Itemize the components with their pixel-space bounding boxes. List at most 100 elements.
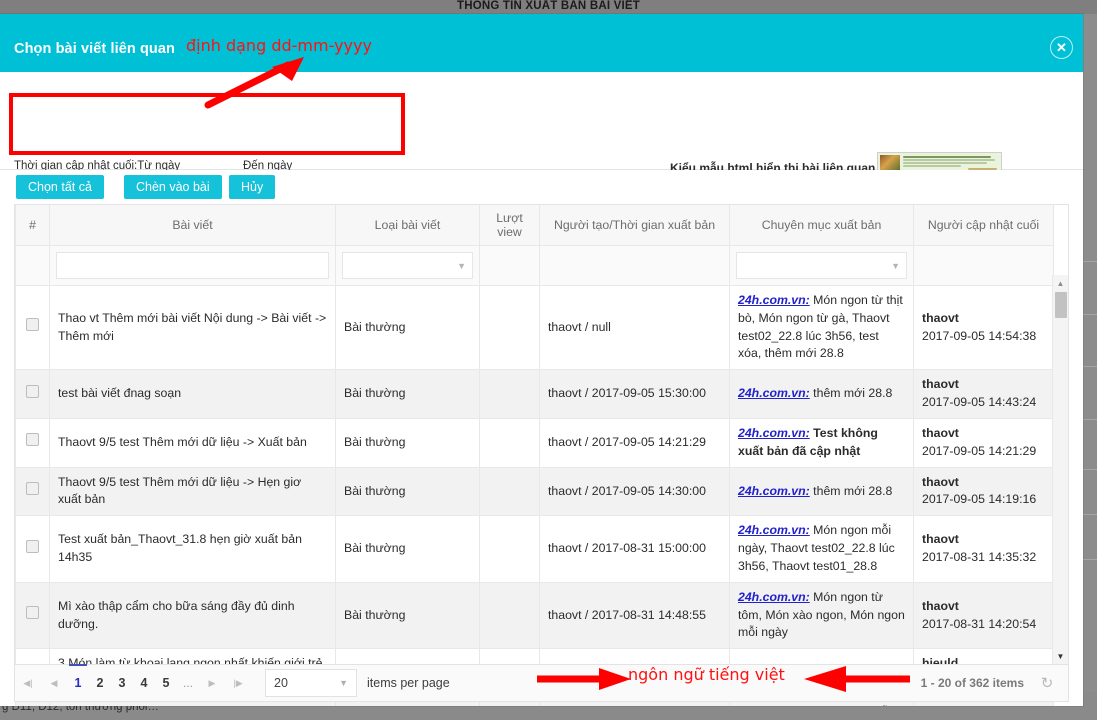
table-row[interactable]: test bài viết đnag soạn Bài thường thaovt … xyxy=(15,369,1054,419)
select-all-button[interactable]: Chọn tất cả xyxy=(16,175,104,199)
category-names: Món ngon mỗi ngày, Tin ẩm thực xyxy=(738,705,891,706)
category-names: thêm mới 28.8 xyxy=(809,386,893,401)
to-date-label: Đến ngày xyxy=(243,160,293,172)
background-right-gutter xyxy=(1083,14,1097,720)
cell-article-title: Mì xào thập cẩm cho bữa sáng đầy đủ dinh… xyxy=(49,581,336,650)
prev-page-icon[interactable]: ◀ xyxy=(50,677,58,688)
col-article-type[interactable]: Loại bài viết xyxy=(335,205,480,246)
updater-name: thaovt xyxy=(922,425,959,440)
table-row[interactable]: Thaovt 9/5 test Thêm mới dữ liệu -> Xuất… xyxy=(15,417,1054,468)
row-checkbox[interactable] xyxy=(26,482,39,496)
filter-category-select[interactable]: ▼ xyxy=(736,252,907,279)
category-site-link[interactable]: 24h.com.vn: xyxy=(738,386,810,401)
category-names: Món ngon từ thịt bò, Món ngon từ gà, Tha… xyxy=(738,293,903,361)
chevron-down-icon: ▼ xyxy=(457,260,466,271)
row-checkbox[interactable] xyxy=(26,433,39,447)
articles-table: # Bài viết Loại bài viết Lượt view Người… xyxy=(15,205,1054,706)
updated-time: 2017-08-31 14:35:32 xyxy=(922,550,1037,565)
items-per-page-label: items per page xyxy=(367,676,450,690)
first-page-icon[interactable]: ◀| xyxy=(23,677,33,688)
cell-category: 24h.com.vn: Món ngon từ tôm, Món xào ngo… xyxy=(729,581,914,650)
background-topbar xyxy=(0,0,1097,14)
page-button-4[interactable]: 4 xyxy=(140,676,148,690)
page-button-5[interactable]: 5 xyxy=(162,676,170,690)
cell-last-updater: thaovt 2017-08-31 14:20:54 xyxy=(913,581,1054,650)
col-last-updater[interactable]: Người cập nhật cuối xyxy=(913,205,1054,246)
page-button-3[interactable]: 3 xyxy=(118,676,126,690)
cell-article-type: Bài thường xyxy=(335,515,480,583)
row-checkbox[interactable] xyxy=(26,606,39,620)
row-checkbox-cell xyxy=(15,369,50,419)
row-checkbox[interactable] xyxy=(26,384,39,398)
scrollbar-thumb[interactable] xyxy=(1055,292,1067,318)
page-button-1[interactable]: 1 xyxy=(67,664,89,690)
category-site-link[interactable]: 24h.com.vn: xyxy=(738,523,810,538)
page-size-select[interactable]: 20 ▼ xyxy=(265,669,357,697)
cell-category: 24h.com.vn: Món ngon từ thịt bò, Món ngo… xyxy=(729,284,914,371)
row-checkbox-cell xyxy=(15,515,50,583)
col-publish-category[interactable]: Chuyên mục xuất bản xyxy=(729,205,914,246)
category-site-link[interactable]: 24h.com.vn: xyxy=(738,705,810,706)
cell-article-type: Bài thường xyxy=(335,369,480,419)
filter-creator-cell xyxy=(539,245,730,286)
cell-last-updater: thaovt 2017-09-05 14:54:38 xyxy=(913,284,1054,371)
cell-article-type: Bài thường xyxy=(335,417,480,468)
page-button-2[interactable]: 2 xyxy=(96,676,104,690)
cell-creator: thaovt / 2017-09-05 14:21:29 xyxy=(539,417,730,468)
next-page-icon[interactable]: ▶ xyxy=(208,677,216,688)
background-page-title: THÔNG TIN XUẤT BẢN BÀI VIẾT xyxy=(456,0,640,12)
filter-type-cell: ▼ xyxy=(335,245,480,286)
row-checkbox-cell xyxy=(15,417,50,468)
category-site-link[interactable]: 24h.com.vn: xyxy=(738,293,810,307)
table-row[interactable]: Thao vt Thêm mới bài viết Nội dung -> Bà… xyxy=(15,284,1054,371)
cell-category: 24h.com.vn: Test không xuất bản đã cập n… xyxy=(729,417,914,468)
cell-creator: thaovt / 2017-09-05 15:30:00 xyxy=(539,369,730,419)
cell-views xyxy=(479,284,540,371)
table-row[interactable]: Thaovt 9/5 test Thêm mới dữ liệu -> Hẹn … xyxy=(15,466,1054,517)
insert-into-article-button[interactable]: Chèn vào bài xyxy=(124,175,222,199)
category-names: Món ngon từ tôm, Món xào ngon, Món ngon … xyxy=(738,589,905,640)
table-filter-row: ▼ ▼ xyxy=(15,245,1054,286)
refresh-icon[interactable]: ↻ xyxy=(1040,675,1054,692)
cancel-button[interactable]: Hủy xyxy=(229,175,276,199)
page-size-value: 20 xyxy=(274,676,288,690)
filter-article-input[interactable] xyxy=(56,252,329,279)
updater-name: thaovt xyxy=(922,532,959,547)
articles-grid: # Bài viết Loại bài viết Lượt view Người… xyxy=(14,204,1069,706)
filter-type-select[interactable]: ▼ xyxy=(342,252,473,279)
category-site-link[interactable]: 24h.com.vn: xyxy=(738,425,810,440)
last-page-icon[interactable]: |▶ xyxy=(233,677,243,688)
col-creator-publish-time[interactable]: Người tạo/Thời gian xuất bản xyxy=(539,205,730,246)
page-ellipsis: ... xyxy=(182,676,193,690)
related-articles-modal: Chọn bài viết liên quan ✕ Thời gian cập … xyxy=(0,14,1083,706)
scroll-up-icon[interactable]: ▲ xyxy=(1056,278,1065,288)
col-views[interactable]: Lượt view xyxy=(479,205,540,246)
table-row[interactable]: Test xuất bản_Thaovt_31.8 hẹn giờ xuất b… xyxy=(15,515,1054,583)
col-article[interactable]: Bài viết xyxy=(49,205,336,246)
cell-article-type: Bài thường xyxy=(335,466,480,517)
scroll-down-icon[interactable]: ▼ xyxy=(1056,651,1065,661)
category-site-link[interactable]: 24h.com.vn: xyxy=(738,483,810,498)
grid-vertical-scrollbar[interactable]: ▲ ▼ xyxy=(1052,275,1068,664)
cell-creator: thaovt / 2017-08-31 15:00:00 xyxy=(539,515,730,583)
modal-header: Chọn bài viết liên quan ✕ xyxy=(0,14,1083,72)
cell-last-updater: thaovt 2017-09-05 14:19:16 xyxy=(913,466,1054,517)
chevron-down-icon: ▼ xyxy=(891,260,900,271)
table-body: Thao vt Thêm mới bài viết Nội dung -> Bà… xyxy=(15,284,1054,706)
cell-creator: thaovt / null xyxy=(539,284,730,371)
category-names: Test không xuất bản đã cập nhật xyxy=(738,425,878,458)
row-checkbox[interactable] xyxy=(26,539,39,553)
updater-name: thaovt xyxy=(922,377,959,392)
cell-article-title: Thaovt 9/5 test Thêm mới dữ liệu -> Hẹn … xyxy=(49,466,336,517)
row-checkbox-cell xyxy=(15,284,50,371)
cell-creator: thaovt / 2017-09-05 14:30:00 xyxy=(539,466,730,517)
filter-article-cell xyxy=(49,245,336,286)
col-index[interactable]: # xyxy=(15,205,50,246)
close-icon[interactable]: ✕ xyxy=(1050,36,1073,59)
table-row[interactable]: Mì xào thập cẩm cho bữa sáng đầy đủ dinh… xyxy=(15,581,1054,650)
cell-views xyxy=(479,515,540,583)
cell-category: 24h.com.vn: thêm mới 28.8 xyxy=(729,466,914,517)
row-checkbox[interactable] xyxy=(26,318,39,332)
category-site-link[interactable]: 24h.com.vn: xyxy=(738,589,810,604)
filter-views-cell xyxy=(479,245,540,286)
